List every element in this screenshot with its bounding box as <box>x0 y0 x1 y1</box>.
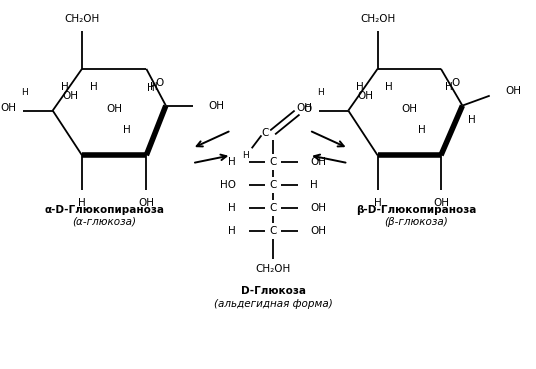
Text: C: C <box>270 180 277 190</box>
Text: H: H <box>468 115 476 125</box>
Text: OH: OH <box>138 198 154 208</box>
Text: CH₂OH: CH₂OH <box>256 264 291 275</box>
Text: H: H <box>228 203 236 213</box>
Text: C: C <box>270 203 277 213</box>
Text: H: H <box>310 180 318 190</box>
Text: OH: OH <box>310 226 326 236</box>
Text: H: H <box>445 82 452 92</box>
Text: OH: OH <box>296 103 312 113</box>
Text: D-Глюкоза: D-Глюкоза <box>241 286 306 296</box>
Text: HO: HO <box>220 180 236 190</box>
Text: H: H <box>78 198 86 208</box>
Text: (β-глюкоза): (β-глюкоза) <box>385 217 449 227</box>
Text: H: H <box>418 125 426 135</box>
Text: OH: OH <box>1 103 17 113</box>
Text: H: H <box>228 157 236 167</box>
Text: OH: OH <box>433 198 449 208</box>
Text: CH₂OH: CH₂OH <box>64 14 100 24</box>
Text: H: H <box>356 82 364 92</box>
Text: H: H <box>317 88 324 97</box>
Text: β-D-Глюкопираноза: β-D-Глюкопираноза <box>356 205 477 215</box>
Text: OH: OH <box>62 91 78 101</box>
Text: C: C <box>270 157 277 167</box>
Text: O: O <box>451 78 460 88</box>
Text: H: H <box>147 83 155 93</box>
Text: O: O <box>303 104 311 114</box>
Text: OH: OH <box>209 101 225 111</box>
Text: C: C <box>262 128 269 138</box>
Text: C: C <box>270 226 277 236</box>
Text: H: H <box>150 82 158 92</box>
Text: (альдегидная форма): (альдегидная форма) <box>214 299 332 309</box>
Text: H: H <box>374 198 382 208</box>
Text: H: H <box>123 125 131 135</box>
Text: H: H <box>61 82 68 92</box>
Text: O: O <box>156 78 164 88</box>
Text: H: H <box>90 82 98 92</box>
Text: OH: OH <box>310 203 326 213</box>
Text: H: H <box>385 82 393 92</box>
Text: OH: OH <box>358 91 374 101</box>
Text: H: H <box>228 226 236 236</box>
Text: α-D-Глюкопираноза: α-D-Глюкопираноза <box>44 205 165 215</box>
Text: (α-глюкоза): (α-глюкоза) <box>72 217 136 227</box>
Text: OH: OH <box>402 104 418 114</box>
Text: H: H <box>21 88 28 97</box>
Text: H: H <box>242 151 249 160</box>
Text: OH: OH <box>505 86 522 96</box>
Text: CH₂OH: CH₂OH <box>360 14 395 24</box>
Text: OH: OH <box>310 157 326 167</box>
Text: OH: OH <box>106 104 122 114</box>
